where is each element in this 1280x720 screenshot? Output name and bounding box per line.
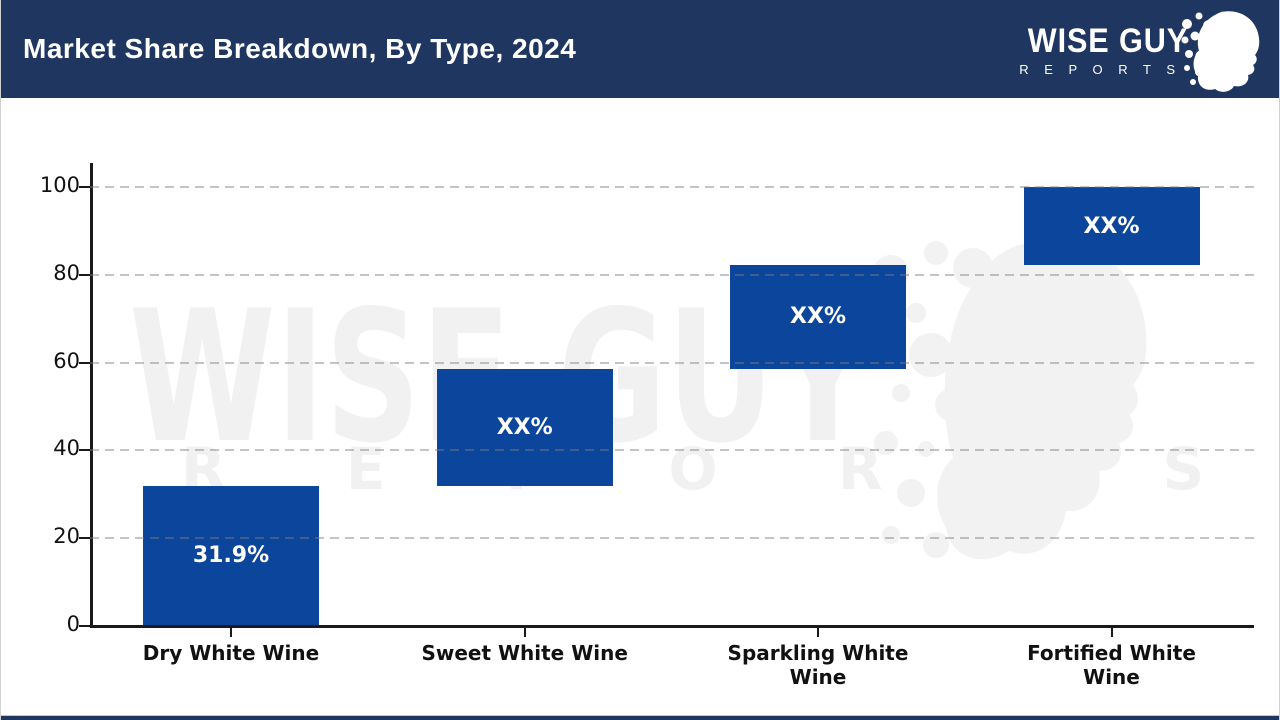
y-tickmark (79, 625, 90, 627)
gridline (90, 537, 1254, 540)
y-tick-label: 60 (53, 348, 80, 373)
y-tick-label: 20 (53, 524, 80, 549)
logo-head-icon (1181, 11, 1260, 92)
x-tick-label: Dry White Wine (142, 641, 320, 665)
header: Market Share Breakdown, By Type, 2024 WI… (1, 0, 1279, 98)
bar-value-label: XX% (496, 414, 553, 440)
y-tick-label: 100 (39, 173, 80, 197)
bar-value-label: XX% (1083, 213, 1140, 239)
footer-strip (1, 716, 1279, 720)
gridline (90, 273, 1254, 276)
y-tickmark (79, 537, 90, 540)
x-tick-label: Sweet White Wine (421, 641, 628, 665)
x-tick-label: Sparkling White Wine (727, 641, 909, 689)
y-tickmark (79, 186, 90, 188)
wise-guy-logo: WISE GUY R E P O R T S (1013, 0, 1263, 98)
logo-name: WISE GUY (1027, 22, 1188, 60)
y-tick-label: 0 (66, 612, 80, 636)
y-tickmark (79, 361, 90, 364)
x-tickmark (1110, 627, 1113, 637)
y-tickmark (79, 273, 90, 276)
y-tick-label: 40 (53, 436, 80, 461)
bar-1 (143, 485, 319, 626)
gridline (90, 186, 1254, 188)
page-title: Market Share Breakdown, By Type, 2024 (23, 33, 577, 64)
x-axis-spine (90, 625, 1254, 628)
x-tickmark (523, 627, 526, 637)
bar-value-label: 31.9% (192, 543, 270, 569)
y-tick-label: 80 (53, 260, 80, 285)
gridline (90, 361, 1254, 364)
gridline (90, 449, 1254, 452)
logo-tagline: R E P O R T S (1019, 62, 1181, 77)
x-tickmark (817, 627, 819, 637)
bar-2 (436, 368, 613, 486)
y-axis-spine (90, 163, 93, 628)
y-tickmark (79, 449, 90, 452)
x-tick-label: Fortified White Wine (1027, 641, 1196, 689)
bar-value-label: XX% (790, 304, 846, 330)
x-tickmark (230, 627, 232, 637)
